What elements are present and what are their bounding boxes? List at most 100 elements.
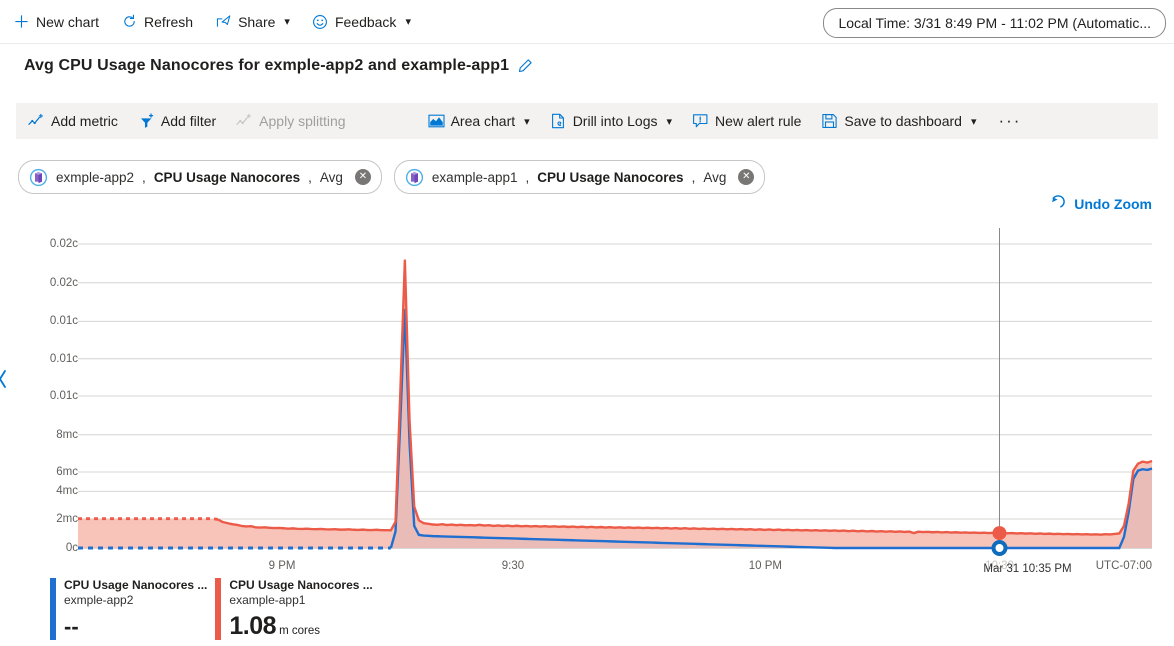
y-axis-tick-label: 0.01c [49, 390, 78, 402]
time-range-label: Local Time: 3/31 8:49 PM - 11:02 PM (Aut… [838, 15, 1151, 31]
legend-swatch [215, 578, 222, 640]
command-bar: New chart Refresh Share ▾ Feedback ▾ Loc… [0, 0, 1174, 44]
collapse-panel-chevron-icon[interactable] [0, 368, 8, 395]
apply-splitting-label: Apply splitting [259, 113, 346, 129]
undo-icon [1051, 194, 1067, 213]
chart-title-row: Avg CPU Usage Nanocores for exmple-app2 … [24, 57, 533, 75]
apply-splitting-button: Apply splitting [228, 109, 353, 134]
legend-resource-name: exmple-app2 [64, 593, 134, 607]
legend-value-number: 1.08 [229, 612, 277, 640]
save-icon [821, 113, 838, 130]
chip-sep: , [525, 169, 530, 185]
container-app-icon [405, 168, 424, 187]
container-app-icon [29, 168, 48, 187]
x-axis-tick-label: 9:30 [501, 560, 525, 572]
undo-zoom-button[interactable]: Undo Zoom [1051, 194, 1152, 213]
share-icon [215, 13, 232, 30]
y-axis-tick-label: 0.01c [49, 352, 78, 365]
x-axis-tick-label: 9 PM [268, 560, 296, 572]
refresh-label: Refresh [144, 13, 194, 30]
more-options-button[interactable]: ··· [998, 111, 1022, 130]
chip-metric-label: CPU Usage Nanocores [153, 169, 301, 185]
drill-into-logs-button[interactable]: Drill into Logs ▾ [542, 109, 680, 134]
metric-chip-app2[interactable]: exmple-app2, CPU Usage Nanocores, Avg ✕ [18, 160, 382, 194]
y-axis-tick-label: 2mc [56, 512, 78, 525]
new-chart-label: New chart [36, 13, 100, 30]
apply-splitting-icon [236, 113, 253, 130]
undo-zoom-label: Undo Zoom [1074, 195, 1152, 212]
save-to-dashboard-label: Save to dashboard [844, 113, 962, 129]
pencil-icon[interactable] [517, 58, 533, 74]
share-button[interactable]: Share ▾ [206, 8, 299, 35]
x-axis-tick-label: 10 PM [748, 560, 782, 572]
chart-legend: CPU Usage Nanocores ... exmple-app2 -- C… [50, 578, 373, 646]
page-title: Avg CPU Usage Nanocores for exmple-app2 … [24, 57, 510, 74]
chart-type-button[interactable]: Area chart ▾ [420, 109, 538, 134]
chevron-down-icon: ▾ [524, 115, 530, 128]
new-alert-rule-label: New alert rule [715, 113, 802, 129]
save-to-dashboard-button[interactable]: Save to dashboard ▾ [813, 109, 984, 134]
time-range-picker[interactable]: Local Time: 3/31 8:49 PM - 11:02 PM (Aut… [823, 8, 1166, 38]
chevron-down-icon: ▾ [970, 115, 977, 128]
new-chart-button[interactable]: New chart [4, 8, 108, 35]
chip-resource-label: exmple-app2 [56, 169, 135, 185]
area-chart-icon [428, 113, 445, 130]
y-axis-tick-label: 0.01c [49, 315, 78, 328]
legend-item-app2[interactable]: CPU Usage Nanocores ... exmple-app2 -- [50, 578, 207, 646]
chip-sep: , [308, 169, 312, 185]
chip-aggregation-label: Avg [319, 169, 343, 185]
crosshair-time-label: Mar 31 10:35 PM [983, 563, 1072, 575]
chart-svg[interactable] [0, 228, 1174, 578]
y-axis-tick-label: 8mc [56, 428, 78, 441]
plus-icon [13, 13, 30, 30]
share-label: Share [238, 13, 276, 30]
drill-logs-icon [550, 113, 567, 130]
refresh-button[interactable]: Refresh [112, 8, 202, 35]
y-axis: 0.02c 0.02c 0.01c 0.01c 0.01c 8mc 6mc 4mc 2mc 0c [22, 228, 78, 554]
chip-resource-label: example-app1 [431, 169, 518, 185]
add-filter-label: Add filter [160, 113, 217, 129]
feedback-button[interactable]: Feedback ▾ [303, 8, 420, 35]
y-axis-tick-label: 6mc [56, 466, 78, 478]
y-axis-tick-label: 0.02c [49, 238, 78, 250]
x-axis-tick-label: UTC-07:00 [1095, 560, 1152, 572]
add-metric-label: Add metric [51, 113, 118, 129]
chip-sep: , [142, 169, 146, 185]
alert-rule-icon [692, 113, 709, 130]
chart-plot-area[interactable]: 0.02c 0.02c 0.01c 0.01c 0.01c 8mc 6mc 4mc 2mc 0c … [0, 228, 1174, 578]
legend-swatch [50, 578, 56, 640]
y-axis-tick-label: 4mc [56, 485, 78, 498]
legend-value: 1.08 m cores [229, 611, 372, 646]
refresh-icon [121, 13, 138, 30]
add-filter-icon [138, 113, 155, 130]
legend-resource-name: example-app1 [229, 593, 306, 607]
legend-value-unit: m cores [279, 625, 320, 637]
chevron-down-icon: ▾ [666, 115, 673, 128]
drill-into-logs-label: Drill into Logs [572, 113, 658, 129]
legend-value: -- [64, 614, 79, 639]
legend-item-app1[interactable]: CPU Usage Nanocores ... example-app1 1.0… [215, 578, 373, 646]
add-filter-button[interactable]: Add filter [130, 109, 224, 134]
add-metric-icon [28, 113, 45, 130]
chevron-down-icon: ▾ [284, 16, 290, 28]
metric-chip-app1[interactable]: example-app1, CPU Usage Nanocores, Avg ✕ [393, 160, 766, 194]
close-icon[interactable]: ✕ [738, 169, 755, 185]
chip-metric-label: CPU Usage Nanocores [537, 169, 684, 185]
add-metric-button[interactable]: Add metric [20, 109, 126, 134]
chip-aggregation-label: Avg [703, 169, 727, 185]
x-axis-tick-label: 10:30 [985, 560, 1014, 572]
chip-sep: , [691, 169, 696, 185]
x-axis: 9 PM 9:30 10 PM 10:30 UTC-07:00 Mar 31 10:35 … [0, 550, 1174, 578]
chart-type-label: Area chart [450, 113, 516, 129]
close-icon[interactable]: ✕ [354, 169, 371, 185]
y-axis-tick-label: 0.02c [49, 276, 78, 289]
new-alert-rule-button[interactable]: New alert rule [684, 109, 809, 134]
smiley-icon [312, 13, 329, 30]
legend-metric-name: CPU Usage Nanocores ... [64, 578, 208, 592]
y-axis-tick-label: 0c [65, 542, 78, 554]
feedback-label: Feedback [334, 13, 397, 30]
legend-metric-name: CPU Usage Nanocores ... [229, 578, 373, 592]
chart-toolbar: Add metric Add filter Apply splitting Ar… [16, 103, 1158, 139]
chevron-down-icon: ▾ [405, 16, 411, 28]
